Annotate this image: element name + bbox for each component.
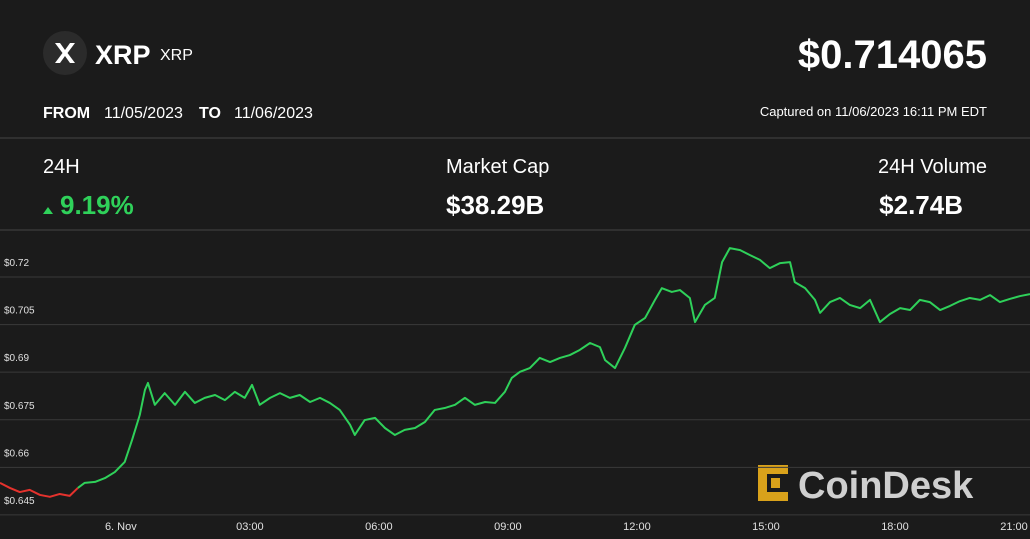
stat-label: 24H Volume bbox=[878, 156, 987, 178]
watermark: CoinDesk bbox=[798, 465, 974, 507]
stat-label: Market Cap bbox=[446, 156, 549, 178]
price-line bbox=[0, 481, 79, 498]
logo-part bbox=[758, 492, 788, 501]
price-line bbox=[77, 247, 1030, 489]
stat-value: $2.74B bbox=[879, 190, 963, 220]
watermark-logo bbox=[758, 465, 788, 501]
logo-part bbox=[758, 465, 788, 474]
x-tick-label: 03:00 bbox=[236, 521, 264, 533]
coin-name: XRP bbox=[95, 40, 151, 70]
to-date: 11/06/2023 bbox=[234, 105, 313, 122]
stat-value: $38.29B bbox=[446, 190, 544, 220]
x-tick-label: 09:00 bbox=[494, 521, 522, 533]
from-label: FROM bbox=[43, 105, 90, 122]
up-arrow bbox=[43, 207, 53, 214]
x-tick-label: 12:00 bbox=[623, 521, 651, 533]
x-tick-label: 15:00 bbox=[752, 521, 780, 533]
plot: $0.645 $0.66 $0.675 $0.69 $0.705 $0.72 6. Nov 0… bbox=[0, 247, 1030, 533]
y-tick-label: $0.66 bbox=[4, 448, 29, 459]
coin-glyph bbox=[55, 43, 75, 63]
to-label: TO bbox=[199, 105, 221, 122]
from-date: 11/05/2023 bbox=[104, 105, 183, 122]
x-tick-label: 6. Nov bbox=[105, 521, 137, 533]
price: $0.714065 bbox=[798, 33, 987, 77]
stat-value: 9.19% bbox=[60, 190, 134, 220]
y-tick-label: $0.675 bbox=[4, 401, 35, 412]
y-tick-label: $0.645 bbox=[4, 496, 35, 507]
coin-symbol: XRP bbox=[160, 47, 193, 64]
stat-label: 24H bbox=[43, 156, 80, 178]
y-tick-label: $0.705 bbox=[4, 306, 35, 317]
x-tick-label: 21:00 bbox=[1000, 521, 1028, 533]
logo-part bbox=[758, 465, 767, 501]
captured: Captured on 11/06/2023 16:11 PM EDT bbox=[760, 104, 987, 119]
x-tick-label: 18:00 bbox=[881, 521, 909, 533]
y-tick-label: $0.72 bbox=[4, 258, 29, 269]
y-tick-label: $0.69 bbox=[4, 353, 29, 364]
x-tick-label: 06:00 bbox=[365, 521, 393, 533]
logo-part bbox=[771, 478, 780, 488]
